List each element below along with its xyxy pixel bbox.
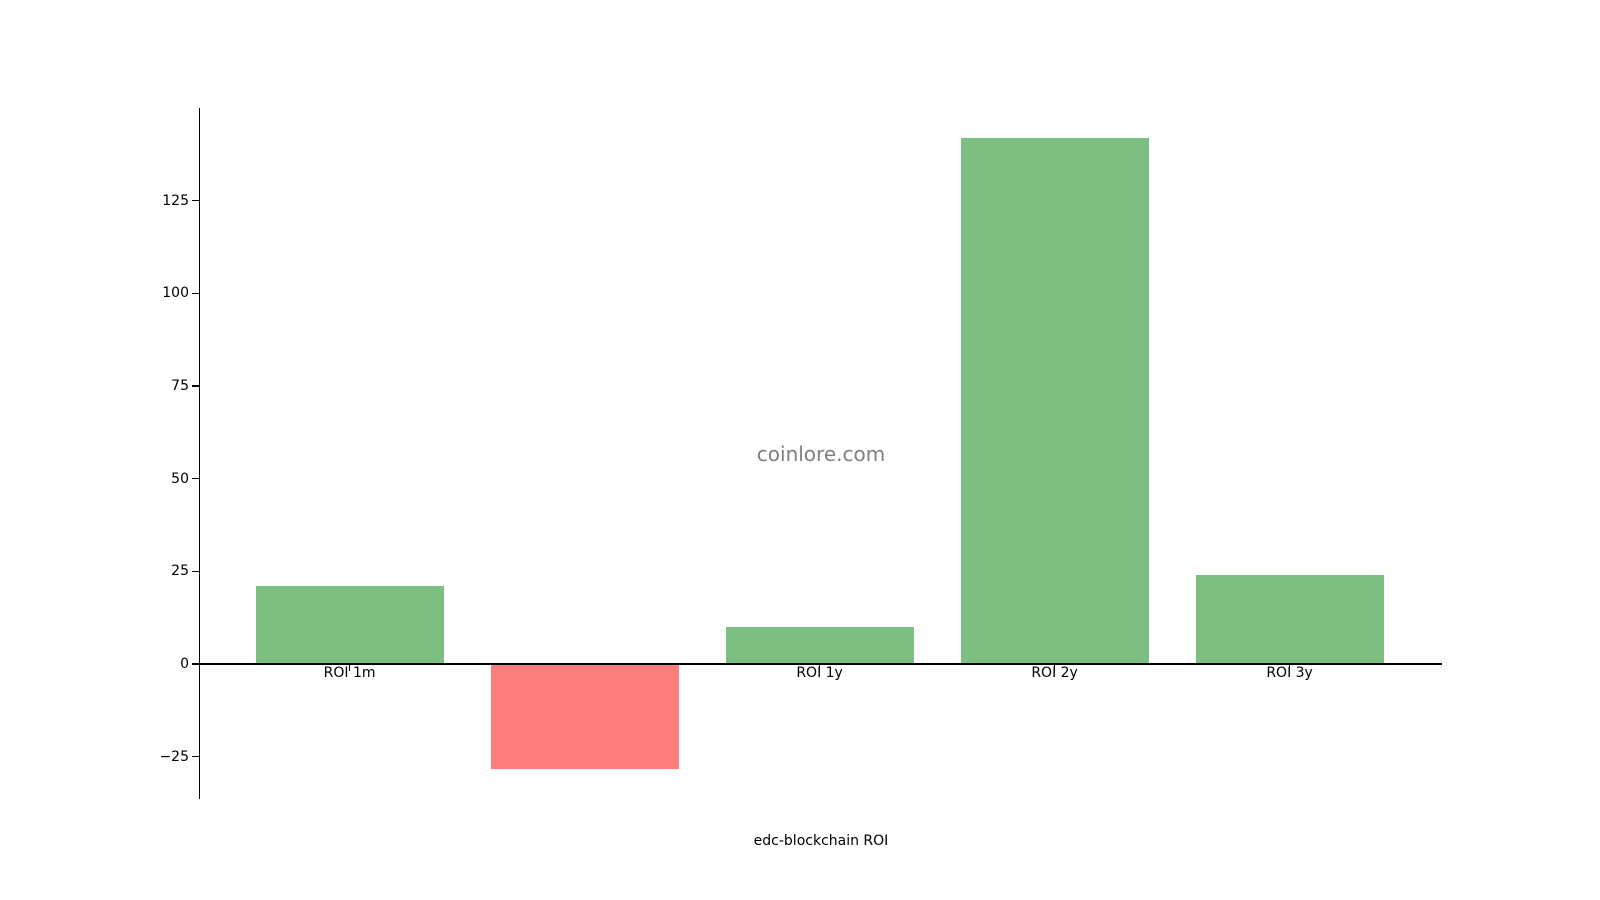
- y-axis-tick-label: 75: [171, 378, 189, 395]
- y-axis-tick-label: −25: [159, 748, 189, 765]
- chart-title: edc-blockchain ROI: [753, 833, 889, 849]
- y-axis-tick-label: 100: [162, 285, 189, 302]
- x-axis-tick: [1053, 664, 1056, 672]
- y-axis-tick: [191, 292, 199, 294]
- bar-roi-1y: [725, 626, 914, 665]
- bar-roi-3y: [1195, 575, 1384, 665]
- x-axis-tick-label: ROI 3y: [1266, 665, 1313, 682]
- x-axis-tick-label: ROI 1y: [796, 665, 843, 682]
- x-axis-zero-line: [200, 663, 1442, 665]
- y-axis-tick: [191, 385, 199, 387]
- y-axis-tick: [191, 663, 199, 665]
- y-axis-tick: [191, 570, 199, 573]
- bar-roi-2y: [960, 137, 1149, 665]
- y-axis-tick-label: 25: [171, 563, 189, 580]
- y-axis-spine: [198, 108, 200, 799]
- x-axis-tick: [1288, 664, 1291, 672]
- x-axis-tick: [348, 664, 351, 672]
- bar-category-2: [490, 664, 679, 769]
- x-axis-tick-label: ROI 1m: [323, 665, 376, 682]
- x-axis-tick: [818, 664, 821, 672]
- y-axis-tick: [191, 200, 199, 202]
- y-axis-tick-label: 125: [162, 192, 189, 209]
- bar-roi-1m: [255, 586, 444, 665]
- watermark-text: coinlore.com: [756, 441, 886, 466]
- y-axis-tick: [191, 756, 199, 758]
- x-axis-tick-label: ROI 2y: [1031, 665, 1078, 682]
- y-axis-tick-label: 0: [180, 656, 189, 673]
- y-axis-tick-label: 50: [171, 470, 189, 487]
- y-axis-tick: [191, 478, 199, 480]
